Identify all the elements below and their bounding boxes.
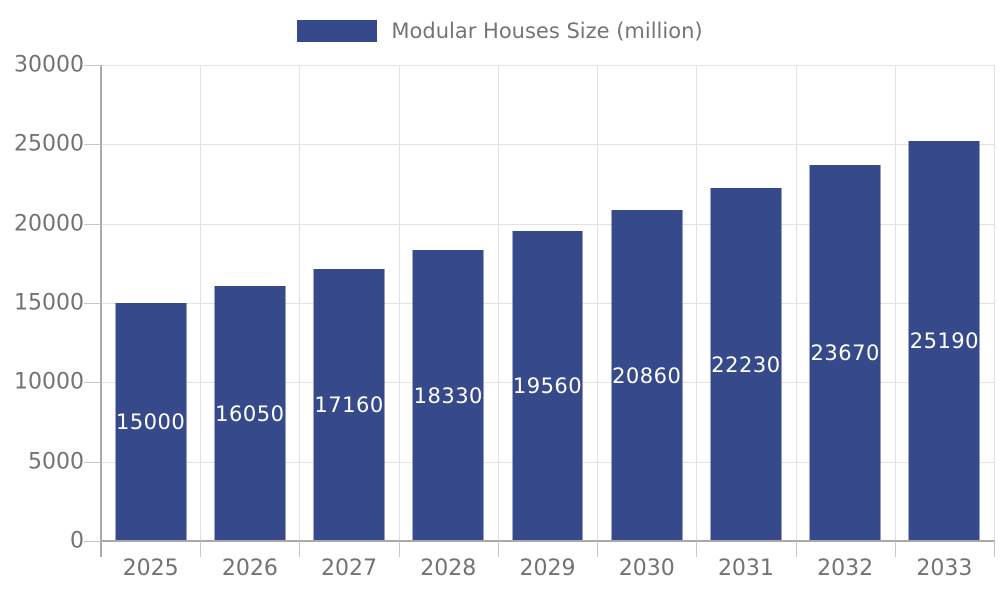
v-gridline (200, 65, 202, 541)
chart-legend[interactable]: Modular Houses Size (million) (0, 16, 1000, 46)
x-tick-mark (497, 541, 499, 557)
y-tick-label: 15000 (14, 290, 84, 316)
x-tick-mark (299, 541, 301, 557)
legend-label: Modular Houses Size (million) (391, 19, 703, 43)
bar-value-label: 22230 (711, 352, 781, 377)
x-tick-mark (696, 541, 698, 557)
v-gridline (795, 65, 797, 541)
y-tick-label: 0 (70, 528, 84, 554)
y-tick-label: 25000 (14, 131, 84, 157)
bar[interactable]: 15000 (115, 303, 187, 541)
x-tick-label: 2030 (618, 556, 675, 581)
y-tick-mark (84, 541, 101, 542)
bar-value-label: 25190 (909, 329, 980, 354)
x-axis-labels: 2025 2026 2027 2028 2029 2030 2031 2032 2033 (101, 556, 994, 586)
x-tick-label: 2026 (221, 556, 278, 581)
x-tick-mark (994, 541, 995, 557)
plot-area: 15000 16050 17160 18330 19560 20860 22230 23670… (101, 65, 995, 541)
bar-value-label: 23670 (810, 341, 880, 366)
x-axis-ticks (101, 541, 995, 557)
y-tick-label: 10000 (14, 369, 84, 395)
y-tick-label: 5000 (28, 449, 84, 475)
bar-value-label: 17160 (314, 392, 384, 417)
bar[interactable]: 16050 (214, 286, 286, 541)
x-tick-mark (795, 541, 797, 557)
x-tick-label: 2033 (916, 556, 973, 581)
x-tick-label: 2029 (519, 556, 576, 581)
bar-value-label: 19560 (512, 373, 583, 398)
v-gridline (994, 65, 995, 541)
bar[interactable]: 23670 (809, 165, 881, 541)
x-tick-label: 2028 (420, 556, 477, 581)
h-gridline (101, 65, 994, 66)
h-gridline (101, 144, 994, 146)
y-tick-label: 20000 (14, 211, 84, 237)
bar[interactable]: 25190 (908, 141, 980, 541)
y-tick-mark (84, 461, 101, 463)
bar[interactable]: 22230 (710, 188, 782, 541)
x-axis-line (100, 540, 995, 542)
x-tick-mark (597, 541, 599, 557)
bar-value-label: 20860 (612, 363, 682, 388)
x-tick-label: 2025 (122, 556, 179, 581)
y-axis-labels: 0 5000 10000 15000 20000 25000 30000 (0, 53, 84, 554)
x-tick-label: 2032 (817, 556, 874, 581)
v-gridline (497, 65, 499, 541)
bar-value-label: 15000 (115, 410, 186, 434)
bar[interactable]: 17160 (313, 268, 385, 541)
x-tick-label: 2031 (717, 556, 774, 581)
x-tick-mark (398, 541, 400, 557)
bar[interactable]: 18330 (412, 250, 484, 541)
bar-value-label: 18330 (413, 383, 483, 408)
y-axis-ticks (84, 65, 101, 542)
v-gridline (696, 65, 698, 541)
bar[interactable]: 20860 (611, 210, 683, 541)
y-tick-mark (84, 382, 101, 384)
y-tick-mark (84, 144, 101, 146)
y-tick-mark (84, 223, 101, 225)
y-tick-mark (84, 65, 101, 66)
legend-swatch (297, 20, 378, 42)
h-gridline (101, 223, 994, 225)
v-gridline (894, 65, 896, 541)
y-axis-line (100, 65, 102, 557)
y-tick-mark (84, 303, 101, 304)
x-tick-mark (894, 541, 896, 557)
bar-value-label: 16050 (215, 401, 285, 426)
x-tick-label: 2027 (321, 556, 378, 581)
v-gridline (398, 65, 400, 541)
v-gridline (299, 65, 301, 541)
x-tick-mark (200, 541, 202, 557)
bar[interactable]: 19560 (512, 230, 583, 541)
v-gridline (597, 65, 599, 541)
y-tick-label: 30000 (14, 52, 84, 78)
